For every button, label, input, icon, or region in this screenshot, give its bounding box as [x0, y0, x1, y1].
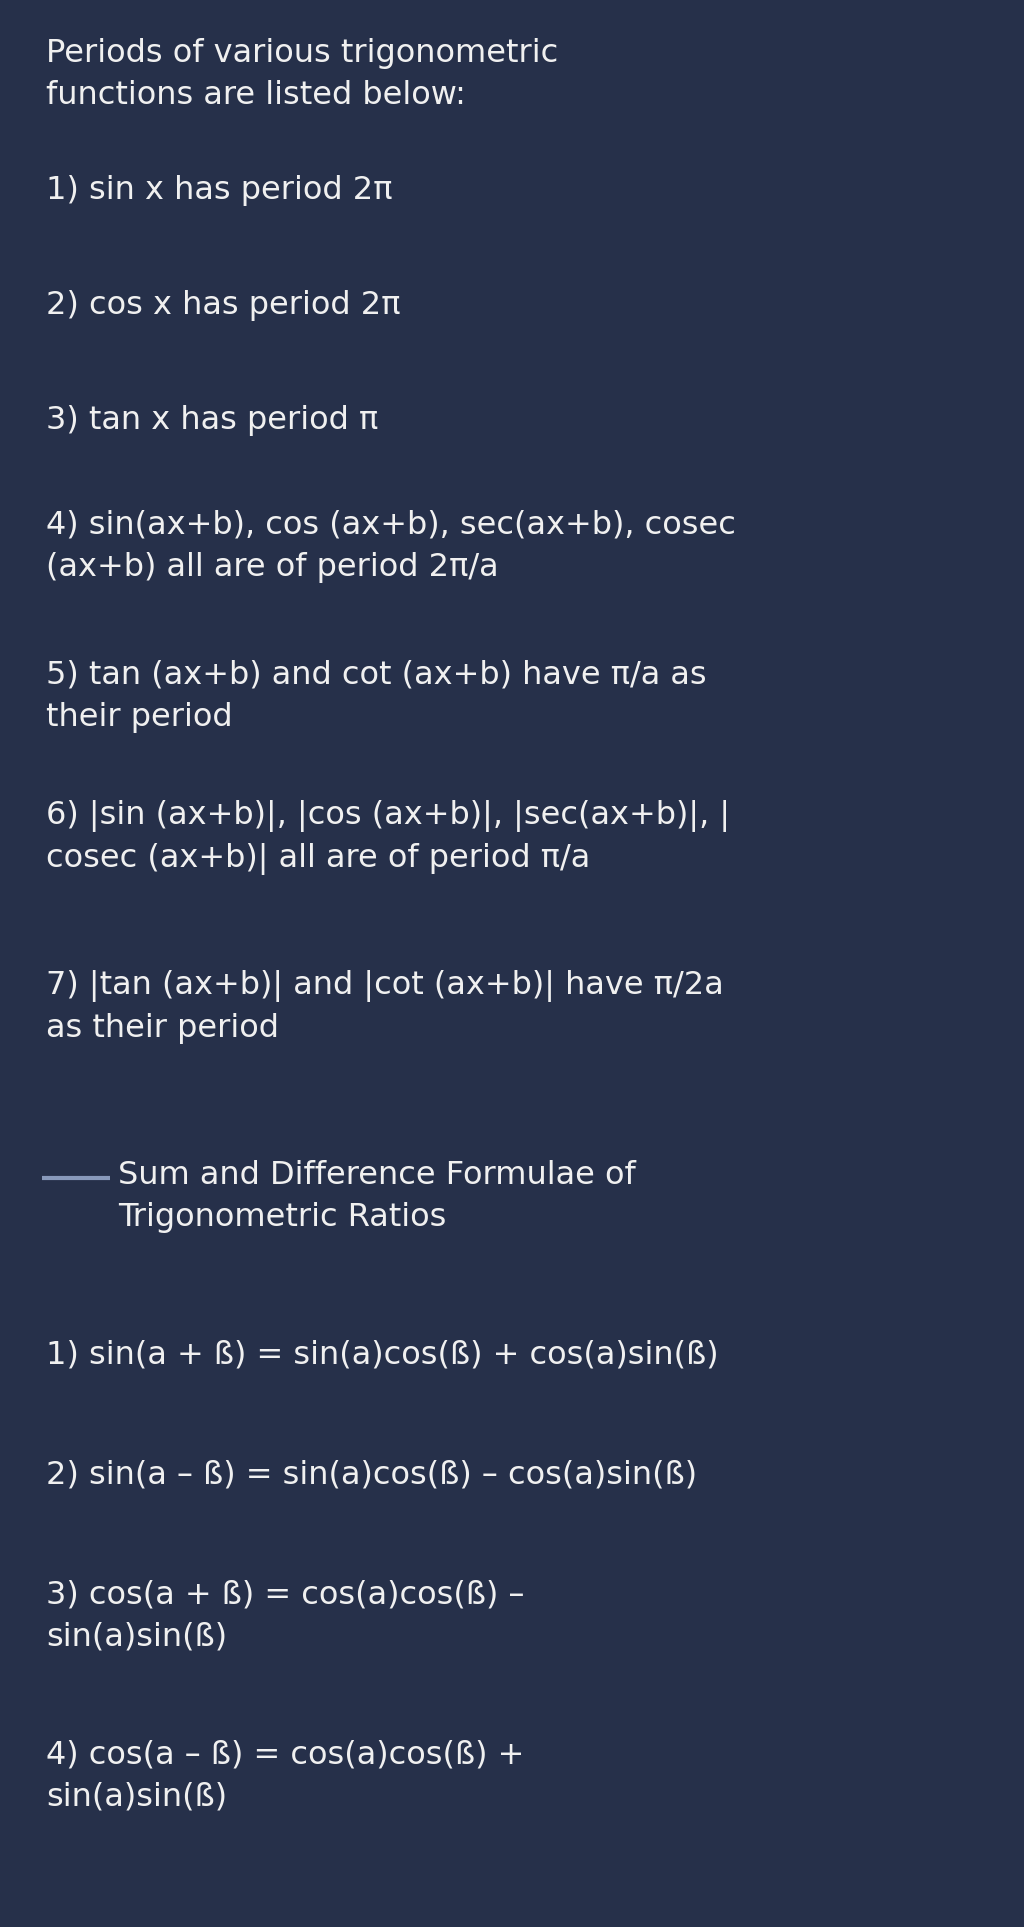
Text: 1) sin(a + ß) = sin(a)cos(ß) + cos(a)sin(ß): 1) sin(a + ß) = sin(a)cos(ß) + cos(a)sin… [46, 1339, 719, 1370]
Text: 7) |tan (ax+b)| and |cot (ax+b)| have π/2a
as their period: 7) |tan (ax+b)| and |cot (ax+b)| have π/… [46, 969, 724, 1044]
Text: 1) sin x has period 2π: 1) sin x has period 2π [46, 175, 392, 206]
Text: 4) cos(a – ß) = cos(a)cos(ß) +
sin(a)sin(ß): 4) cos(a – ß) = cos(a)cos(ß) + sin(a)sin… [46, 1740, 524, 1813]
Text: 2) sin(a – ß) = sin(a)cos(ß) – cos(a)sin(ß): 2) sin(a – ß) = sin(a)cos(ß) – cos(a)sin… [46, 1461, 697, 1491]
Text: 5) tan (ax+b) and cot (ax+b) have π/a as
their period: 5) tan (ax+b) and cot (ax+b) have π/a as… [46, 661, 707, 732]
Text: 3) cos(a + ß) = cos(a)cos(ß) –
sin(a)sin(ß): 3) cos(a + ß) = cos(a)cos(ß) – sin(a)sin… [46, 1580, 524, 1653]
Text: Sum and Difference Formulae of
Trigonometric Ratios: Sum and Difference Formulae of Trigonome… [118, 1160, 636, 1233]
Text: 6) |sin (ax+b)|, |cos (ax+b)|, |sec(ax+b)|, |
cosec (ax+b)| all are of period π/: 6) |sin (ax+b)|, |cos (ax+b)|, |sec(ax+b… [46, 800, 730, 875]
Text: 2) cos x has period 2π: 2) cos x has period 2π [46, 289, 400, 322]
Text: 4) sin(ax+b), cos (ax+b), sec(ax+b), cosec
(ax+b) all are of period 2π/a: 4) sin(ax+b), cos (ax+b), sec(ax+b), cos… [46, 511, 736, 582]
Text: 3) tan x has period π: 3) tan x has period π [46, 405, 378, 436]
Text: Periods of various trigonometric
functions are listed below:: Periods of various trigonometric functio… [46, 39, 558, 110]
